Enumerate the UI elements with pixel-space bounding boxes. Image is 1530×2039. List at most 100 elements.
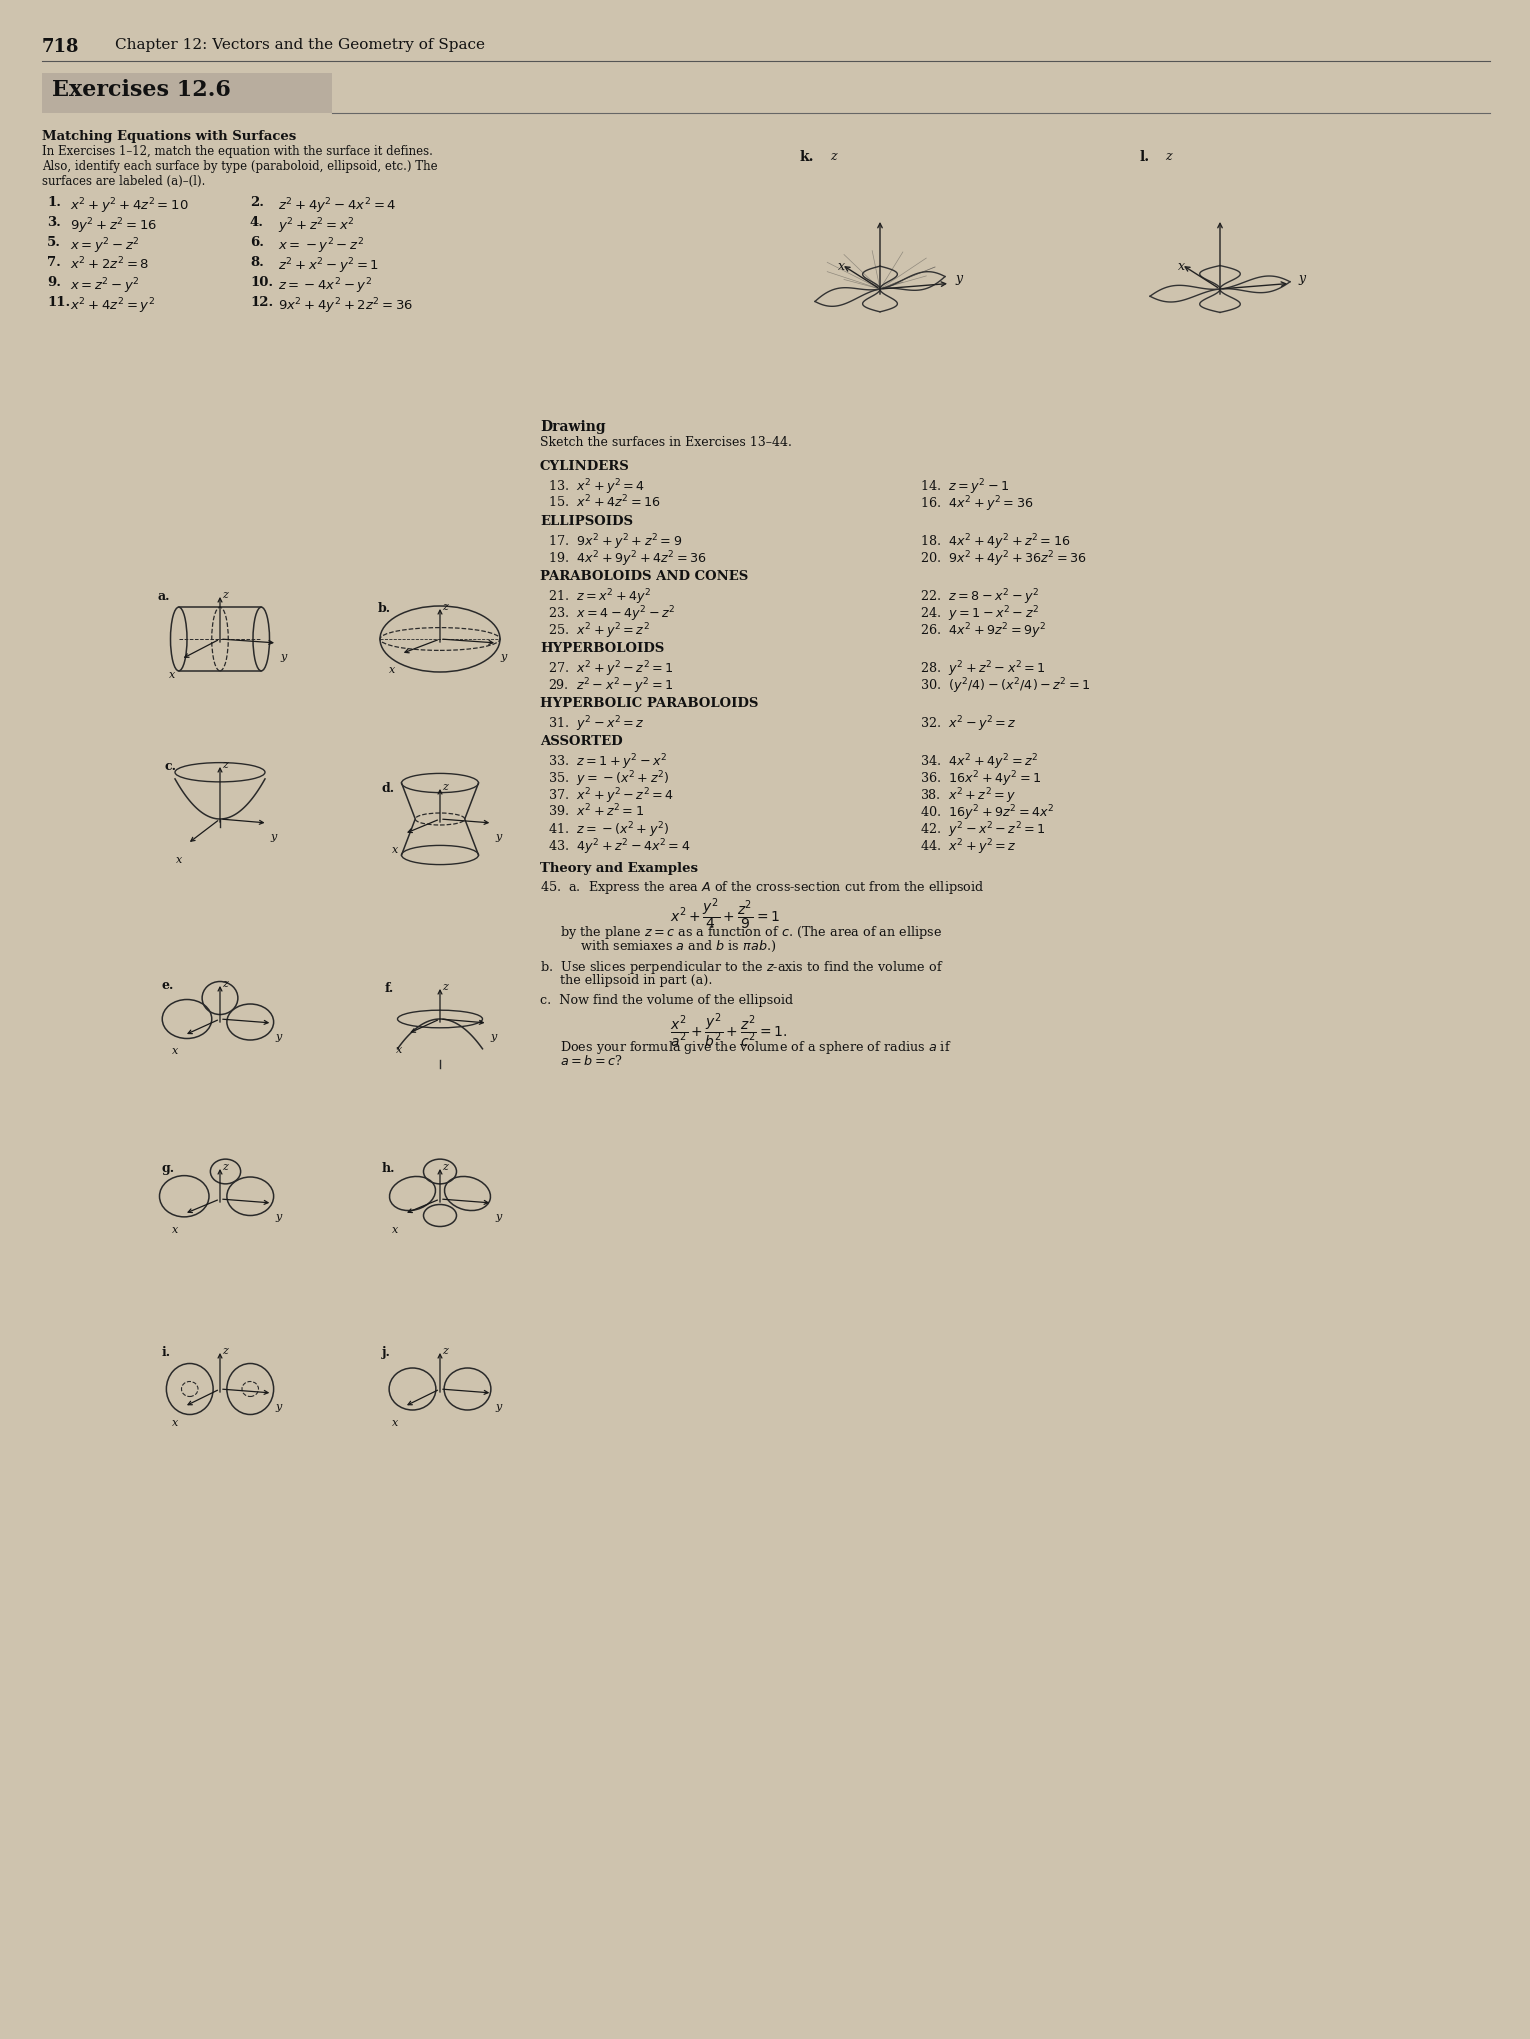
Text: x: x xyxy=(395,1044,402,1054)
Text: 4.: 4. xyxy=(249,216,265,228)
Text: z: z xyxy=(1164,151,1172,163)
Text: PARABOLOIDS AND CONES: PARABOLOIDS AND CONES xyxy=(540,569,748,583)
Text: 35.  $y = -(x^2 + z^2)$: 35. $y = -(x^2 + z^2)$ xyxy=(548,769,669,789)
Text: y: y xyxy=(496,1401,502,1411)
Text: z: z xyxy=(442,602,448,612)
Text: 32.  $x^2 - y^2 = z$: 32. $x^2 - y^2 = z$ xyxy=(920,714,1017,734)
Text: x: x xyxy=(392,844,398,854)
Text: $z^2 + x^2 - y^2 = 1$: $z^2 + x^2 - y^2 = 1$ xyxy=(278,255,379,275)
Text: x: x xyxy=(392,1223,398,1234)
Text: $a = b = c$?: $a = b = c$? xyxy=(560,1054,623,1068)
Text: 24.  $y = 1 - x^2 - z^2$: 24. $y = 1 - x^2 - z^2$ xyxy=(920,604,1039,624)
Text: $z = -4x^2 - y^2$: $z = -4x^2 - y^2$ xyxy=(278,275,372,296)
Text: 21.  $z = x^2 + 4y^2$: 21. $z = x^2 + 4y^2$ xyxy=(548,587,652,606)
Text: 14.  $z = y^2 - 1$: 14. $z = y^2 - 1$ xyxy=(920,477,1010,495)
Text: i.: i. xyxy=(162,1346,171,1358)
Text: z: z xyxy=(442,781,448,791)
Text: z: z xyxy=(222,1162,228,1172)
Text: CYLINDERS: CYLINDERS xyxy=(540,459,630,473)
Text: $x = -y^2 - z^2$: $x = -y^2 - z^2$ xyxy=(278,237,364,255)
Text: y: y xyxy=(1297,271,1305,285)
Text: d.: d. xyxy=(381,781,395,795)
Text: 22.  $z = 8 - x^2 - y^2$: 22. $z = 8 - x^2 - y^2$ xyxy=(920,587,1039,606)
Text: HYPERBOLIC PARABOLOIDS: HYPERBOLIC PARABOLOIDS xyxy=(540,697,759,710)
Text: z: z xyxy=(222,979,228,989)
Text: 29.  $z^2 - x^2 - y^2 = 1$: 29. $z^2 - x^2 - y^2 = 1$ xyxy=(548,675,673,695)
Text: Also, identify each surface by type (paraboloid, ellipsoid, etc.) The: Also, identify each surface by type (par… xyxy=(41,159,438,173)
Text: $x^2 + \dfrac{y^2}{4} + \dfrac{z^2}{9} = 1$: $x^2 + \dfrac{y^2}{4} + \dfrac{z^2}{9} =… xyxy=(670,895,780,932)
Text: 42.  $y^2 - x^2 - z^2 = 1$: 42. $y^2 - x^2 - z^2 = 1$ xyxy=(920,820,1047,840)
Text: $y^2 + z^2 = x^2$: $y^2 + z^2 = x^2$ xyxy=(278,216,355,234)
Text: 9.: 9. xyxy=(47,275,61,290)
Text: Drawing: Drawing xyxy=(540,420,606,434)
Text: z: z xyxy=(442,981,448,991)
Text: x: x xyxy=(1178,259,1186,273)
Text: $9x^2 + 4y^2 + 2z^2 = 36$: $9x^2 + 4y^2 + 2z^2 = 36$ xyxy=(278,296,413,316)
Text: 36.  $16x^2 + 4y^2 = 1$: 36. $16x^2 + 4y^2 = 1$ xyxy=(920,769,1042,789)
Text: k.: k. xyxy=(800,151,814,163)
Text: 10.: 10. xyxy=(249,275,274,290)
Text: ASSORTED: ASSORTED xyxy=(540,734,623,748)
Text: $x = y^2 - z^2$: $x = y^2 - z^2$ xyxy=(70,237,139,255)
Text: 34.  $4x^2 + 4y^2 = z^2$: 34. $4x^2 + 4y^2 = z^2$ xyxy=(920,752,1039,771)
Text: 19.  $4x^2 + 9y^2 + 4z^2 = 36$: 19. $4x^2 + 9y^2 + 4z^2 = 36$ xyxy=(548,548,707,569)
Text: b.  Use slices perpendicular to the $z$-axis to find the volume of: b. Use slices perpendicular to the $z$-a… xyxy=(540,958,944,975)
Text: y: y xyxy=(491,1032,497,1042)
Text: x: x xyxy=(168,671,176,679)
Text: 23.  $x = 4 - 4y^2 - z^2$: 23. $x = 4 - 4y^2 - z^2$ xyxy=(548,604,675,624)
Text: j.: j. xyxy=(381,1346,390,1358)
Text: 26.  $4x^2 + 9z^2 = 9y^2$: 26. $4x^2 + 9z^2 = 9y^2$ xyxy=(920,620,1047,640)
Text: 2.: 2. xyxy=(249,196,265,208)
Text: z: z xyxy=(442,1346,448,1356)
Text: HYPERBOLOIDS: HYPERBOLOIDS xyxy=(540,642,664,655)
Text: 43.  $4y^2 + z^2 - 4x^2 = 4$: 43. $4y^2 + z^2 - 4x^2 = 4$ xyxy=(548,836,690,856)
Text: y: y xyxy=(275,1211,282,1221)
Text: 28.  $y^2 + z^2 - x^2 = 1$: 28. $y^2 + z^2 - x^2 = 1$ xyxy=(920,659,1047,679)
Text: z: z xyxy=(442,1162,448,1172)
Text: b.: b. xyxy=(378,602,392,614)
Text: Matching Equations with Surfaces: Matching Equations with Surfaces xyxy=(41,130,297,143)
Text: y: y xyxy=(496,832,502,842)
Text: 6.: 6. xyxy=(249,237,265,249)
Text: l.: l. xyxy=(1140,151,1151,163)
Text: 45.  a.  Express the area $A$ of the cross-section cut from the ellipsoid: 45. a. Express the area $A$ of the cross… xyxy=(540,879,984,895)
Text: y: y xyxy=(271,832,277,842)
Text: Exercises 12.6: Exercises 12.6 xyxy=(52,80,231,102)
Text: a.: a. xyxy=(158,589,170,604)
Text: z: z xyxy=(222,1346,228,1356)
Text: 15.  $x^2 + 4z^2 = 16$: 15. $x^2 + 4z^2 = 16$ xyxy=(548,493,661,510)
Text: In Exercises 1–12, match the equation with the surface it defines.: In Exercises 1–12, match the equation wi… xyxy=(41,145,433,157)
Text: e.: e. xyxy=(162,979,174,991)
Text: ELLIPSOIDS: ELLIPSOIDS xyxy=(540,514,633,528)
Text: f.: f. xyxy=(386,981,395,995)
Text: x: x xyxy=(176,854,182,865)
Text: 25.  $x^2 + y^2 = z^2$: 25. $x^2 + y^2 = z^2$ xyxy=(548,620,650,640)
Text: 11.: 11. xyxy=(47,296,70,308)
Text: z: z xyxy=(222,589,228,599)
Text: $x^2 + 2z^2 = 8$: $x^2 + 2z^2 = 8$ xyxy=(70,255,150,273)
Text: 33.  $z = 1 + y^2 - x^2$: 33. $z = 1 + y^2 - x^2$ xyxy=(548,752,667,771)
Text: g.: g. xyxy=(162,1162,174,1174)
Text: the ellipsoid in part (a).: the ellipsoid in part (a). xyxy=(540,973,713,987)
Text: y: y xyxy=(275,1401,282,1411)
Text: x: x xyxy=(392,1417,398,1427)
Text: 5.: 5. xyxy=(47,237,61,249)
Text: 16.  $4x^2 + y^2 = 36$: 16. $4x^2 + y^2 = 36$ xyxy=(920,493,1033,514)
Text: Chapter 12: Vectors and the Geometry of Space: Chapter 12: Vectors and the Geometry of … xyxy=(115,39,485,51)
Text: 718: 718 xyxy=(41,39,80,55)
Text: z: z xyxy=(829,151,837,163)
FancyBboxPatch shape xyxy=(41,73,332,114)
Text: Theory and Examples: Theory and Examples xyxy=(540,862,698,875)
Text: 8.: 8. xyxy=(249,255,263,269)
Text: 3.: 3. xyxy=(47,216,61,228)
Text: 18.  $4x^2 + 4y^2 + z^2 = 16$: 18. $4x^2 + 4y^2 + z^2 = 16$ xyxy=(920,532,1071,551)
Text: 17.  $9x^2 + y^2 + z^2 = 9$: 17. $9x^2 + y^2 + z^2 = 9$ xyxy=(548,532,682,551)
Text: c.  Now find the volume of the ellipsoid: c. Now find the volume of the ellipsoid xyxy=(540,993,793,1007)
Text: 40.  $16y^2 + 9z^2 = 4x^2$: 40. $16y^2 + 9z^2 = 4x^2$ xyxy=(920,803,1054,822)
Text: x: x xyxy=(389,665,395,675)
Text: x: x xyxy=(173,1046,179,1056)
Text: 20.  $9x^2 + 4y^2 + 36z^2 = 36$: 20. $9x^2 + 4y^2 + 36z^2 = 36$ xyxy=(920,548,1086,569)
Text: 7.: 7. xyxy=(47,255,61,269)
Text: 30.  $(y^2/4) - (x^2/4) - z^2 = 1$: 30. $(y^2/4) - (x^2/4) - z^2 = 1$ xyxy=(920,675,1091,695)
Text: $x = z^2 - y^2$: $x = z^2 - y^2$ xyxy=(70,275,139,296)
